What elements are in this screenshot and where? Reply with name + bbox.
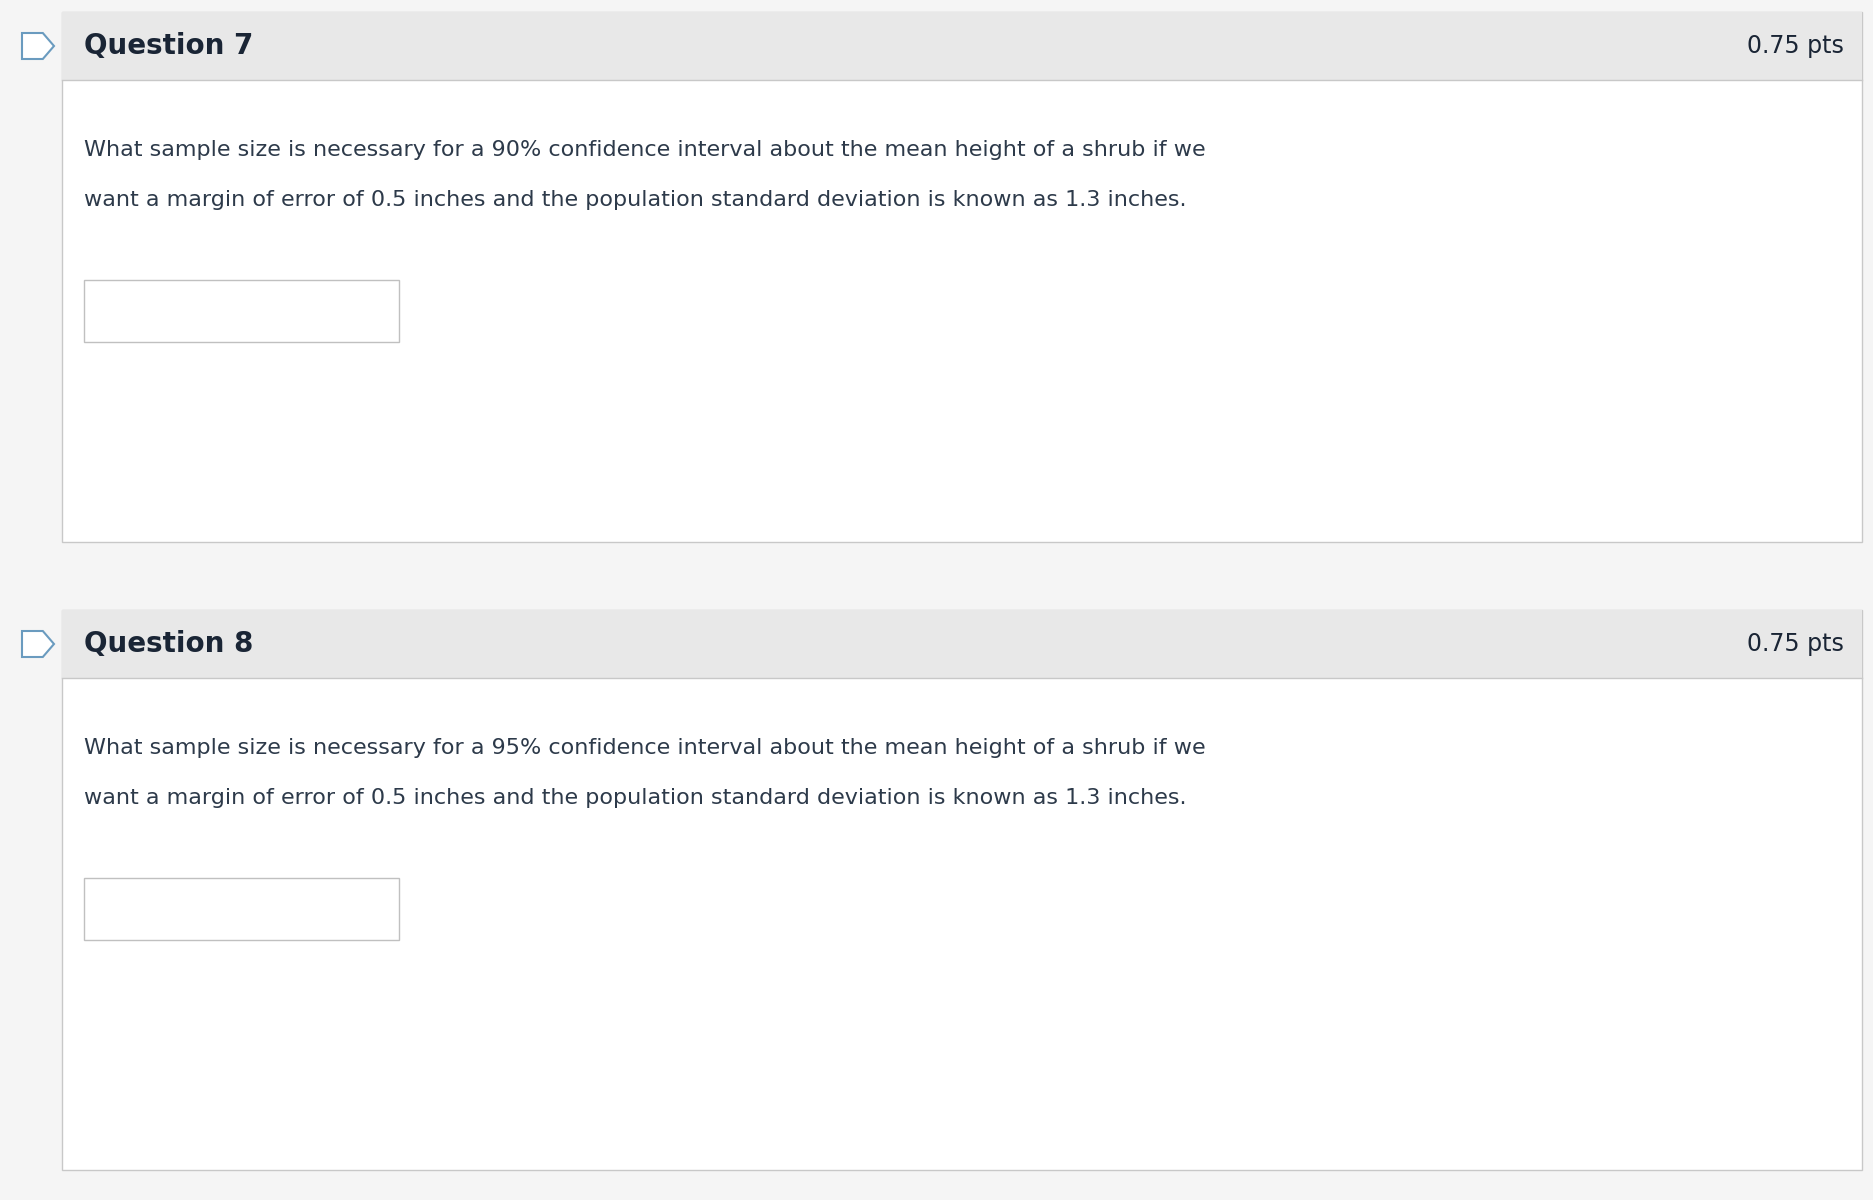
Text: Question 8: Question 8 (84, 630, 253, 658)
Bar (62, 610, 1862, 678)
Text: What sample size is necessary for a 90% confidence interval about the mean heigh: What sample size is necessary for a 90% … (84, 140, 1206, 160)
Polygon shape (22, 32, 54, 59)
Text: want a margin of error of 0.5 inches and the population standard deviation is kn: want a margin of error of 0.5 inches and… (84, 190, 1186, 210)
Text: What sample size is necessary for a 95% confidence interval about the mean heigh: What sample size is necessary for a 95% … (84, 738, 1206, 758)
Text: Question 7: Question 7 (84, 32, 253, 60)
Bar (62, 12, 1862, 542)
Bar (62, 610, 1862, 1170)
Text: want a margin of error of 0.5 inches and the population standard deviation is kn: want a margin of error of 0.5 inches and… (84, 788, 1186, 808)
Bar (84, 280, 399, 342)
Text: 0.75 pts: 0.75 pts (1748, 632, 1845, 656)
Polygon shape (22, 631, 54, 658)
Bar (62, 12, 1862, 80)
Bar (84, 878, 399, 940)
Text: 0.75 pts: 0.75 pts (1748, 34, 1845, 58)
